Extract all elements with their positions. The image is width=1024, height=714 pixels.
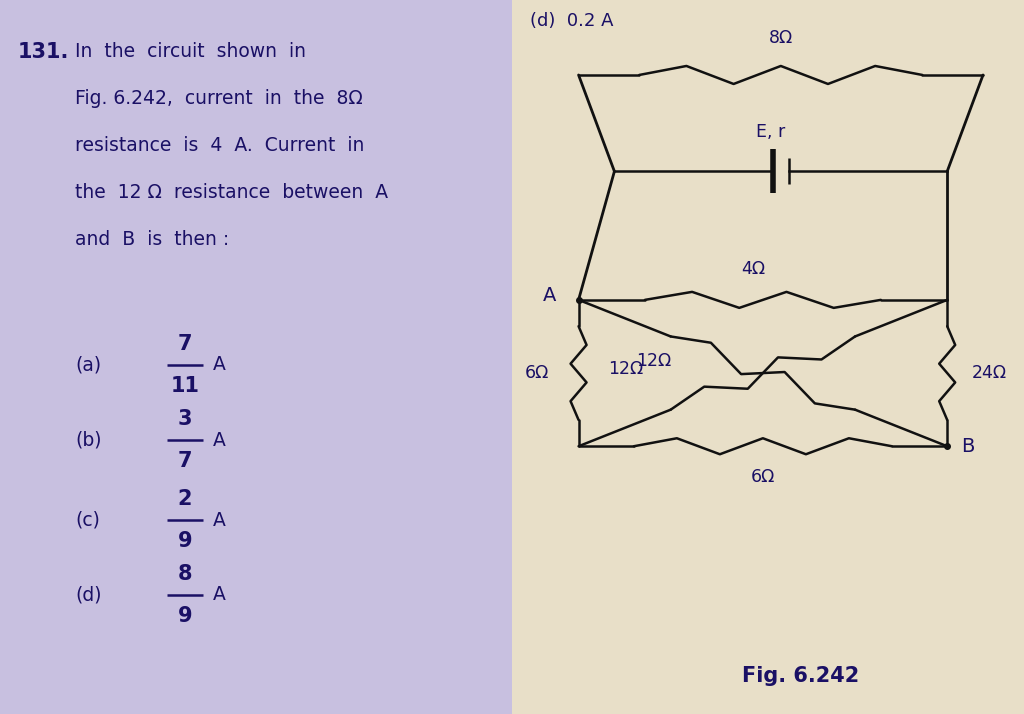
Text: (b): (b)	[75, 431, 101, 450]
Bar	[0, 0, 512, 714]
Text: (d): (d)	[75, 585, 101, 605]
Text: (c): (c)	[75, 511, 100, 530]
Text: B: B	[962, 437, 975, 456]
Text: 24Ω: 24Ω	[972, 364, 1007, 382]
Text: (a): (a)	[75, 356, 101, 375]
Text: (d)  0.2 A: (d) 0.2 A	[530, 12, 613, 30]
Text: 7: 7	[178, 451, 193, 471]
Text: 3: 3	[178, 409, 193, 429]
Text: 2: 2	[178, 489, 193, 509]
Text: A: A	[213, 585, 226, 605]
Text: E, r: E, r	[756, 124, 785, 141]
Text: A: A	[213, 431, 226, 450]
Text: and  B  is  then :: and B is then :	[75, 230, 229, 249]
Text: 8: 8	[178, 564, 193, 584]
Text: 11: 11	[171, 376, 200, 396]
Text: 6Ω: 6Ω	[524, 364, 549, 382]
Text: 9: 9	[178, 531, 193, 551]
Text: Fig. 6.242: Fig. 6.242	[742, 666, 859, 686]
Text: 6Ω: 6Ω	[751, 468, 775, 486]
Text: 131.: 131.	[18, 42, 70, 62]
Text: In  the  circuit  shown  in: In the circuit shown in	[75, 42, 306, 61]
Text: 8Ω: 8Ω	[769, 29, 793, 47]
Text: A: A	[543, 286, 557, 306]
Text: 12Ω: 12Ω	[637, 352, 672, 370]
Bar	[512, 0, 1024, 714]
Text: Fig. 6.242,  current  in  the  8Ω: Fig. 6.242, current in the 8Ω	[75, 89, 362, 108]
Text: 9: 9	[178, 606, 193, 626]
Text: A: A	[213, 356, 226, 375]
Text: 12Ω: 12Ω	[608, 361, 644, 378]
Text: the  12 Ω  resistance  between  A: the 12 Ω resistance between A	[75, 183, 388, 202]
Text: 7: 7	[178, 334, 193, 354]
Text: resistance  is  4  A.  Current  in: resistance is 4 A. Current in	[75, 136, 365, 155]
Text: A: A	[213, 511, 226, 530]
Text: 4Ω: 4Ω	[740, 260, 765, 278]
